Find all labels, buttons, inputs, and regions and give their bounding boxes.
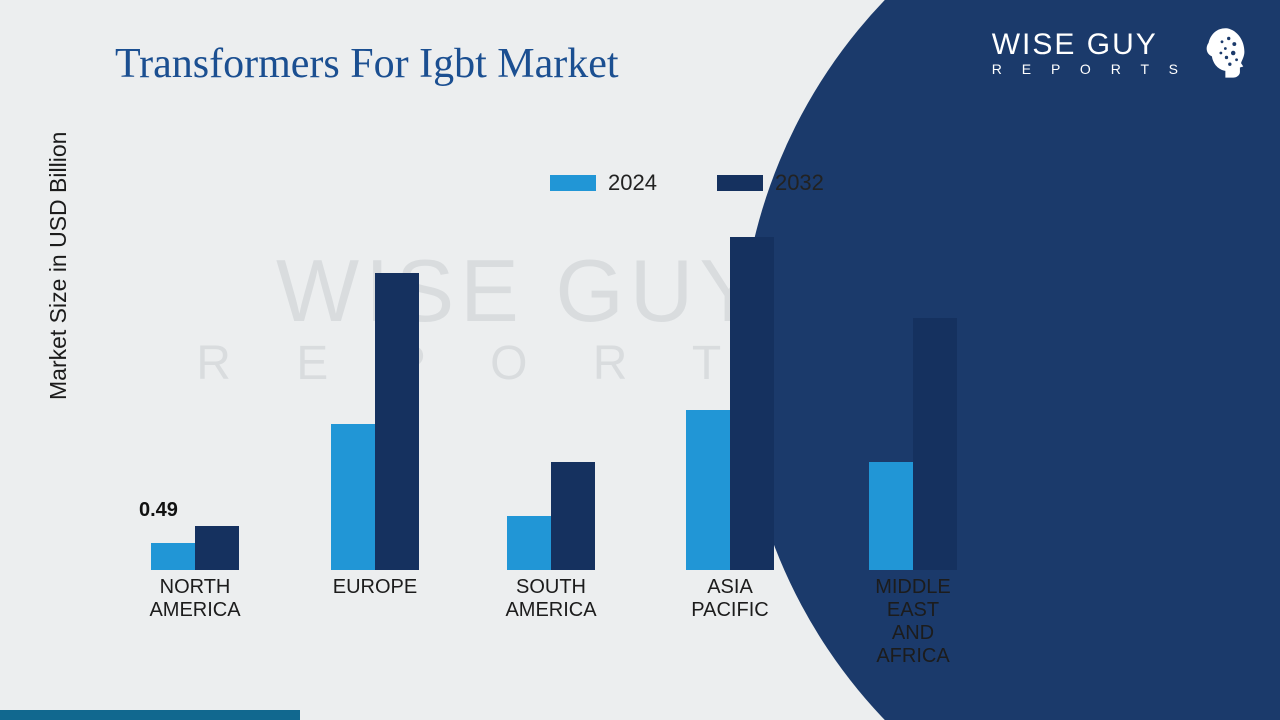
brand-text: WISE GUY R E P O R T S [992,30,1186,76]
legend-swatch-2032 [717,175,763,191]
bar-group: 0.49NORTHAMERICA [135,210,255,570]
y-axis-label: Market Size in USD Billion [45,132,72,400]
bar [375,273,419,570]
legend: 2024 2032 [550,170,824,196]
bar [507,516,551,570]
brand-line1: WISE GUY [992,30,1186,60]
category-label: SOUTHAMERICA [471,576,631,622]
brand-logo: WISE GUY R E P O R T S [992,25,1250,81]
chart-title: Transformers For Igbt Market [115,40,619,88]
bar [913,318,957,570]
category-label: ASIAPACIFIC [650,576,810,622]
legend-item-2032: 2032 [717,170,824,196]
bar-group: ASIAPACIFIC [670,210,790,570]
bar [195,526,239,570]
bar [151,543,195,570]
right-panel-fill [1040,0,1280,720]
category-label: MIDDLEEASTANDAFRICA [833,576,993,668]
category-label: NORTHAMERICA [115,576,275,622]
bar [730,237,774,570]
bars-container [491,210,611,570]
legend-swatch-2024 [550,175,596,191]
bar [869,462,913,570]
value-label: 0.49 [139,499,178,522]
bar-group: EUROPE [315,210,435,570]
chart-plot-area: 0.49NORTHAMERICA EUROPE SOUTHAMERICA ASIAPA… [115,210,995,570]
bars-container [670,210,790,570]
bar [331,424,375,570]
category-label: EUROPE [295,576,455,599]
bars-container [853,210,973,570]
bottom-accent-strip [0,710,300,720]
legend-label-2024: 2024 [608,170,657,196]
bar-group: SOUTHAMERICA [491,210,611,570]
brand-line2: R E P O R T S [992,62,1186,76]
legend-label-2032: 2032 [775,170,824,196]
bars-container [315,210,435,570]
bar [551,462,595,570]
legend-item-2024: 2024 [550,170,657,196]
bar [686,410,730,570]
bar-group: MIDDLEEASTANDAFRICA [853,210,973,570]
brand-head-icon [1194,25,1250,81]
